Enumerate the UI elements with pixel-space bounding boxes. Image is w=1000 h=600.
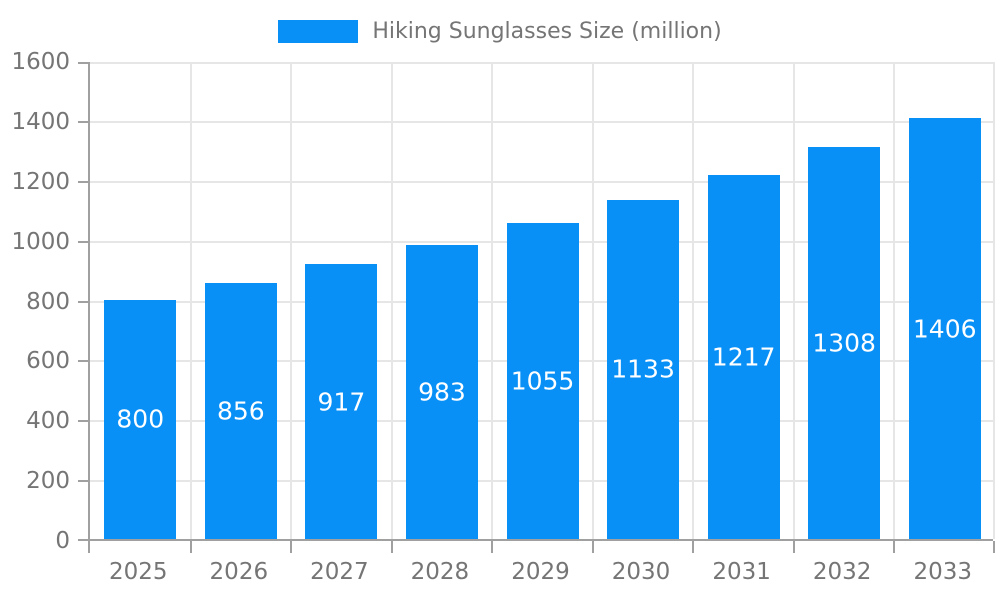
y-axis-tick [78,539,88,541]
x-axis-tick [792,541,795,553]
y-tick-label: 1200 [11,168,70,195]
y-axis-tick [78,240,88,243]
gridline-v [993,62,995,539]
bar-2032: 1308 [808,147,881,539]
bar-2027: 917 [305,264,378,539]
bar-2031: 1217 [707,174,780,539]
y-tick-label: 1000 [11,228,70,255]
gridline-v [692,62,695,539]
x-axis-tick [88,541,90,553]
gridline-v [491,62,494,539]
legend-swatch [278,19,359,43]
x-tick-label: 2025 [109,559,168,585]
bar-value-label: 1055 [510,366,575,396]
x-axis-tick [893,541,896,553]
y-axis-tick [78,62,88,64]
x-tick-label: 2033 [913,559,972,585]
gridline-h [90,62,993,64]
x-axis-tick [390,541,393,553]
gridline-h [90,180,993,183]
bar-2030: 1133 [607,199,680,539]
y-tick-label: 800 [26,288,70,315]
y-tick-label: 0 [55,528,70,554]
gridline-v [591,62,594,539]
y-tick-label: 200 [26,468,70,495]
gridline-h [90,120,993,123]
bar-2033: 1406 [908,118,981,539]
bar-value-label: 1217 [711,342,776,372]
gridline-v [290,62,293,539]
x-tick-label: 2027 [310,559,369,585]
x-axis-tick [692,541,695,553]
gridline-v [893,62,896,539]
bar-value-label: 917 [317,387,366,417]
x-axis-tick [290,541,293,553]
x-axis-tick [491,541,494,553]
y-tick-label: 600 [26,348,70,375]
x-tick-label: 2032 [812,559,872,585]
bar-2025: 800 [104,299,177,539]
y-axis-tick [78,480,88,483]
legend[interactable]: Hiking Sunglasses Size (million) [0,17,1000,45]
gridline-v [189,62,192,539]
x-axis-tick [189,541,192,553]
y-axis-tick [78,180,88,183]
y-axis-tick [78,360,88,363]
y-tick-label: 1400 [11,108,70,135]
gridline-v [390,62,393,539]
x-tick-label: 2028 [410,559,470,585]
x-tick-label: 2030 [611,559,671,585]
bar-value-label: 1308 [812,328,876,358]
bar-value-label: 1406 [912,314,977,344]
bar-value-label: 856 [216,396,265,426]
bar-value-label: 983 [418,377,466,407]
bar-2028: 983 [405,244,478,539]
x-axis-tick [591,541,594,553]
x-tick-label: 2031 [712,559,771,585]
y-tick-label: 1600 [11,49,70,75]
plot-area: 800 856 917 983 1055 1133 1217 1308 1406 [78,62,995,553]
y-axis-tick [78,120,88,123]
y-tick-label: 400 [26,408,70,435]
bar-value-label: 1133 [611,354,675,384]
y-axis-tick [78,420,88,423]
bar-2026: 856 [204,282,277,539]
bar-2029: 1055 [506,223,579,539]
legend-label: Hiking Sunglasses Size (million) [372,18,722,44]
x-axis-tick [993,541,995,553]
bar-value-label: 800 [116,404,165,434]
x-tick-label: 2026 [209,559,269,585]
y-axis-tick [78,300,88,303]
gridline-v [792,62,795,539]
x-tick-label: 2029 [511,559,570,585]
